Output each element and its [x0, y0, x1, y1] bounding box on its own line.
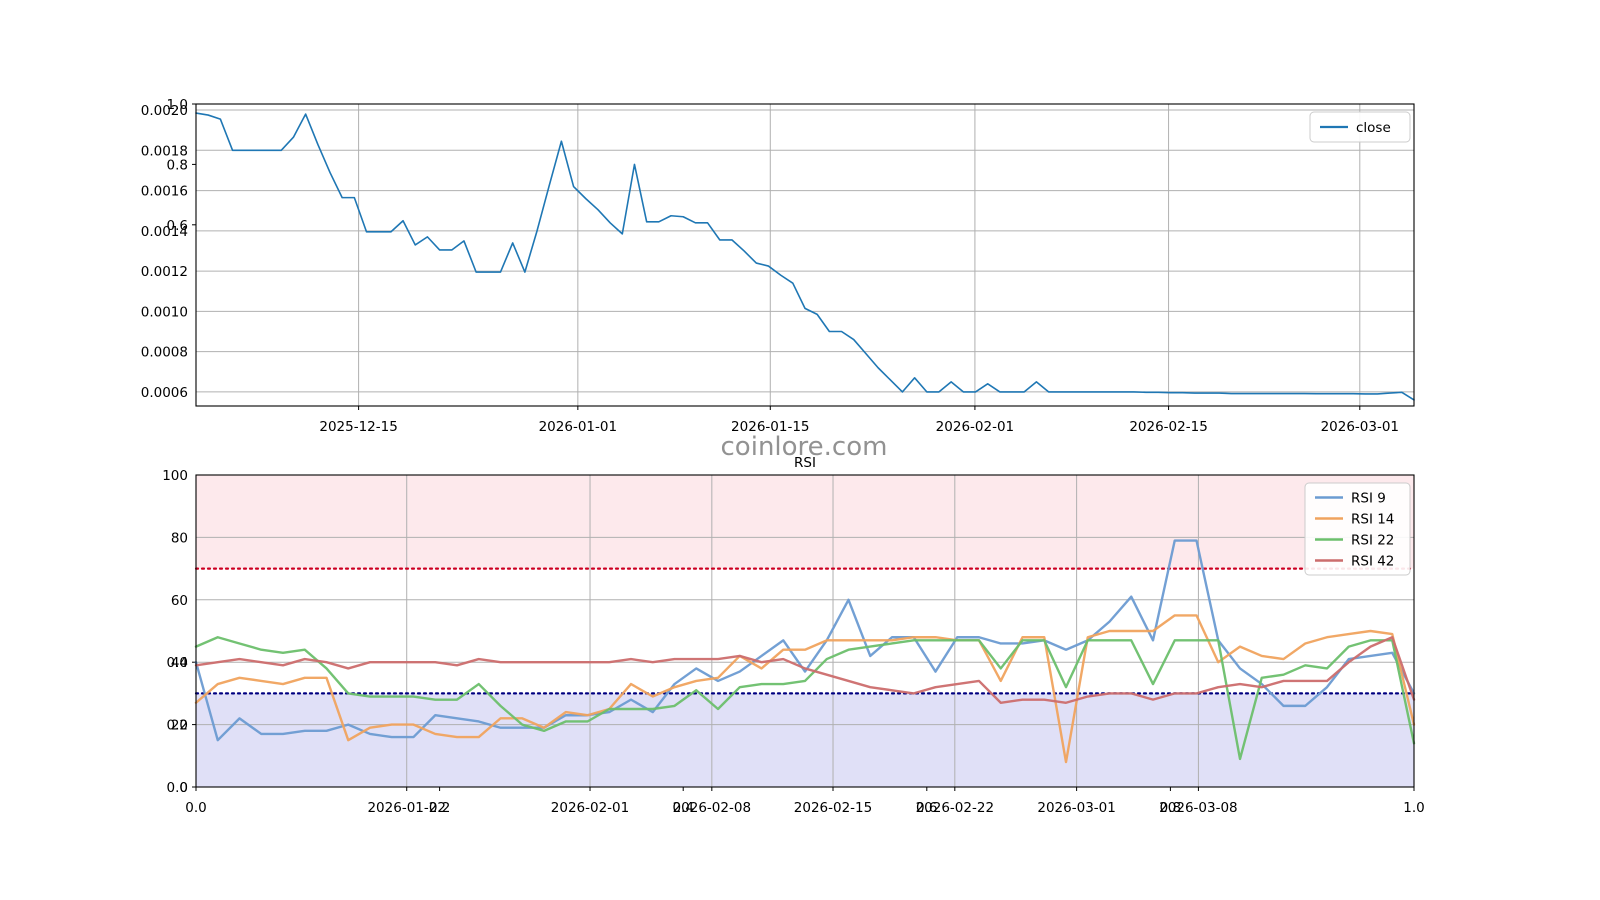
price-overlay-ytick-label: 0.8 [167, 157, 188, 173]
rsi-ytick-label: 20 [171, 718, 188, 734]
rsi-ytick-label: 40 [171, 655, 188, 671]
rsi-xtick-label: 2026-02-22 [916, 800, 994, 816]
rsi-panel: 0 20 40 60 80 100 2026-01-22 2026-02-01 2026-02-… [162, 455, 1425, 816]
rsi-legend-label-rsi42: RSI 42 [1351, 554, 1394, 570]
rsi-legend [1304, 482, 1411, 576]
price-overlay-ytick-label: 1.0 [167, 97, 188, 113]
rsi-overlay-xtick-label: 0.0 [185, 800, 206, 816]
rsi-overbought-band [196, 475, 1414, 569]
price-ytick-label: 0.0014 [141, 224, 188, 240]
rsi-overlay-xtick-label: 0.4 [672, 800, 693, 816]
rsi-ytick-label: 100 [162, 468, 188, 484]
price-ytick-label: 0.0016 [141, 184, 188, 200]
rsi-xtick-label: 2026-02-15 [794, 800, 872, 816]
rsi-oversold-band [196, 693, 1414, 787]
price-xtick-label: 2026-03-01 [1321, 419, 1399, 435]
rsi-overlay-ytick-label: 0.0 [167, 780, 188, 796]
price-ytick-label: 0.0012 [141, 264, 188, 280]
price-ytick-label: 0.0020 [141, 103, 188, 119]
price-axes-frame [195, 103, 1415, 407]
price-overlay-ytick-label: 0.6 [167, 218, 188, 234]
rsi-overlay-ytick-label: 0.2 [167, 718, 188, 734]
price-xtick-label: 2026-02-15 [1129, 419, 1207, 435]
price-legend [1309, 111, 1411, 143]
rsi-series-rsi42 [194, 636, 1416, 704]
rsi-axes-frame [195, 474, 1415, 788]
rsi-overlay-xtick-label: 0.6 [916, 800, 937, 816]
rsi-overlay-ytick-label: 0.4 [167, 655, 188, 671]
rsi-ytick-label: 80 [171, 530, 188, 546]
rsi-xtick-label: 2026-02-01 [551, 800, 629, 816]
rsi-overlay-xtick-label: 1.0 [1403, 800, 1424, 816]
rsi-ytick-label: 0 [179, 780, 188, 796]
price-ytick-label: 0.0008 [141, 345, 188, 361]
rsi-xtick-label: 2026-03-08 [1159, 800, 1237, 816]
price-plot-bg [196, 104, 1414, 406]
rsi-overlay-xtick-label: 0.2 [429, 800, 450, 816]
rsi-legend-label-rsi9: RSI 9 [1351, 491, 1386, 507]
rsi-title: RSI [794, 455, 816, 471]
price-xtick-label: 2026-01-15 [731, 419, 809, 435]
price-legend-label-close: close [1356, 120, 1391, 136]
rsi-xtick-label: 2026-03-01 [1037, 800, 1115, 816]
rsi-legend-label-rsi14: RSI 14 [1351, 512, 1394, 528]
price-ytick-label: 0.0018 [141, 143, 188, 159]
watermark: coinlore.com [721, 432, 888, 462]
rsi-xtick-label: 2026-01-22 [367, 800, 445, 816]
price-ytick-label: 0.0006 [141, 385, 188, 401]
price-xtick-label: 2026-02-01 [936, 419, 1014, 435]
rsi-xtick-label: 2026-02-08 [673, 800, 751, 816]
rsi-series-rsi22 [194, 636, 1416, 761]
rsi-series-rsi14 [194, 614, 1416, 764]
rsi-series-rsi9 [194, 539, 1416, 742]
price-xtick-label: 2026-01-01 [539, 419, 617, 435]
price-xtick-label: 2025-12-15 [319, 419, 397, 435]
rsi-ytick-label: 60 [171, 593, 188, 609]
price-ytick-label: 0.0010 [141, 304, 188, 320]
price-panel: 0.0020 0.0018 0.0016 0.0014 0.0012 0.0010 0.00… [141, 97, 1415, 435]
rsi-legend-label-rsi22: RSI 22 [1351, 533, 1394, 549]
rsi-overlay-xtick-label: 0.8 [1160, 800, 1181, 816]
